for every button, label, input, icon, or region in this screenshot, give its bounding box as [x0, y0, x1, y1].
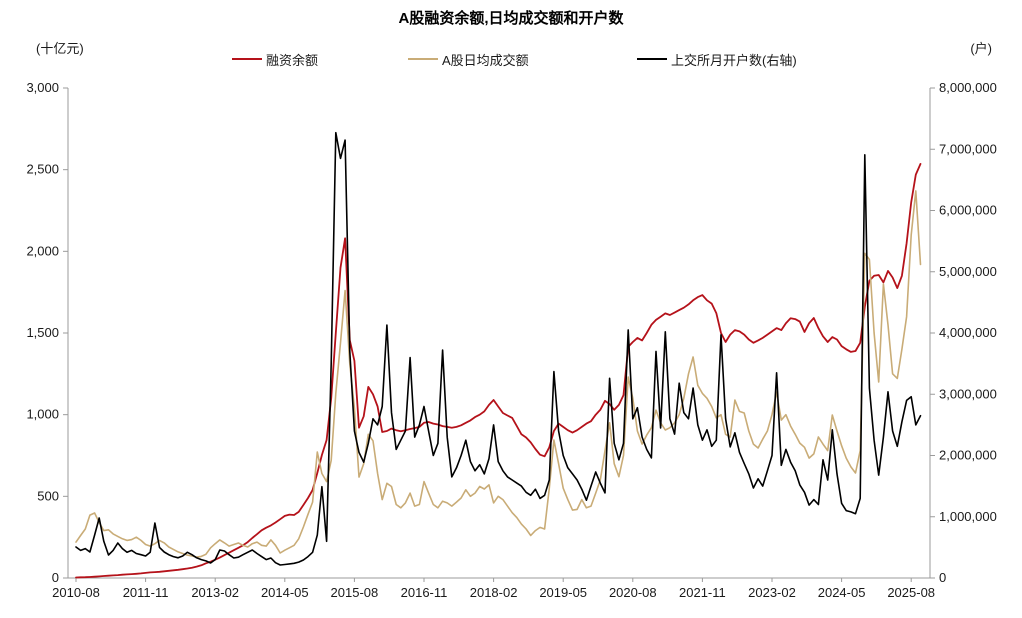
legend-item-daily_turnover: A股日均成交额 — [408, 50, 529, 68]
legend: 融资余额 A股日均成交额 上交所月开户数(右轴) — [0, 50, 1022, 68]
right-axis-tick-label: 1,000,000 — [939, 509, 997, 524]
x-axis-tick-label: 2018-02 — [470, 585, 518, 600]
legend-swatch-sse_new_accounts — [637, 58, 667, 60]
x-axis-tick-label: 2024-05 — [818, 585, 866, 600]
legend-label-sse_new_accounts: 上交所月开户数(右轴) — [671, 52, 797, 68]
x-axis-tick-label: 2016-11 — [401, 585, 448, 600]
daily-turnover-line — [75, 190, 922, 558]
x-axis-tick-label: 2014-05 — [261, 585, 309, 600]
right-axis-tick-label: 7,000,000 — [939, 141, 997, 156]
x-axis-tick-label: 2019-05 — [539, 585, 587, 600]
left-axis-tick-label: 500 — [37, 488, 59, 503]
x-axis-tick-label: 2011-11 — [123, 585, 169, 600]
legend-item-financing_balance: 融资余额 — [232, 50, 318, 68]
new-accounts-line — [75, 131, 922, 566]
legend-label-daily_turnover: A股日均成交额 — [442, 52, 529, 68]
left-axis-tick-label: 3,000 — [26, 80, 59, 95]
left-axis-tick-label: 1,000 — [26, 407, 59, 422]
x-axis-tick-label: 2013-02 — [191, 585, 239, 600]
left-axis-tick-label: 2,000 — [26, 243, 59, 258]
right-axis-unit-label: (户) — [970, 41, 992, 56]
x-axis-tick-label: 2025-08 — [887, 585, 935, 600]
right-axis-tick-label: 8,000,000 — [939, 80, 997, 95]
x-axis-tick-label: 2015-08 — [331, 585, 379, 600]
right-axis-tick-label: 2,000,000 — [939, 448, 997, 463]
right-axis-tick-label: 3,000,000 — [939, 386, 997, 401]
right-axis-tick-label: 6,000,000 — [939, 203, 997, 218]
left-axis-tick-label: 0 — [52, 570, 59, 585]
right-axis-tick-label: 5,000,000 — [939, 264, 997, 279]
chart-title: A股融资余额,日均成交额和开户数 — [398, 10, 624, 27]
x-axis-tick-label: 2021-11 — [679, 585, 726, 600]
left-axis-tick-label: 2,500 — [26, 162, 59, 177]
legend-label-financing_balance: 融资余额 — [266, 52, 319, 68]
legend-item-sse_new_accounts: 上交所月开户数(右轴) — [637, 50, 797, 68]
legend-swatch-daily_turnover — [408, 58, 438, 60]
financing-balance-line — [75, 162, 922, 579]
legend-swatch-financing_balance — [232, 58, 262, 60]
left-axis-unit-label: (十亿元) — [36, 41, 84, 56]
x-axis-tick-label: 2020-08 — [609, 585, 657, 600]
left-axis-tick-label: 1,500 — [26, 325, 59, 340]
right-axis-tick-label: 0 — [939, 570, 946, 585]
x-axis-tick-label: 2010-08 — [52, 585, 100, 600]
x-axis-tick-label: 2023-02 — [748, 585, 796, 600]
right-axis-tick-label: 4,000,000 — [939, 325, 997, 340]
